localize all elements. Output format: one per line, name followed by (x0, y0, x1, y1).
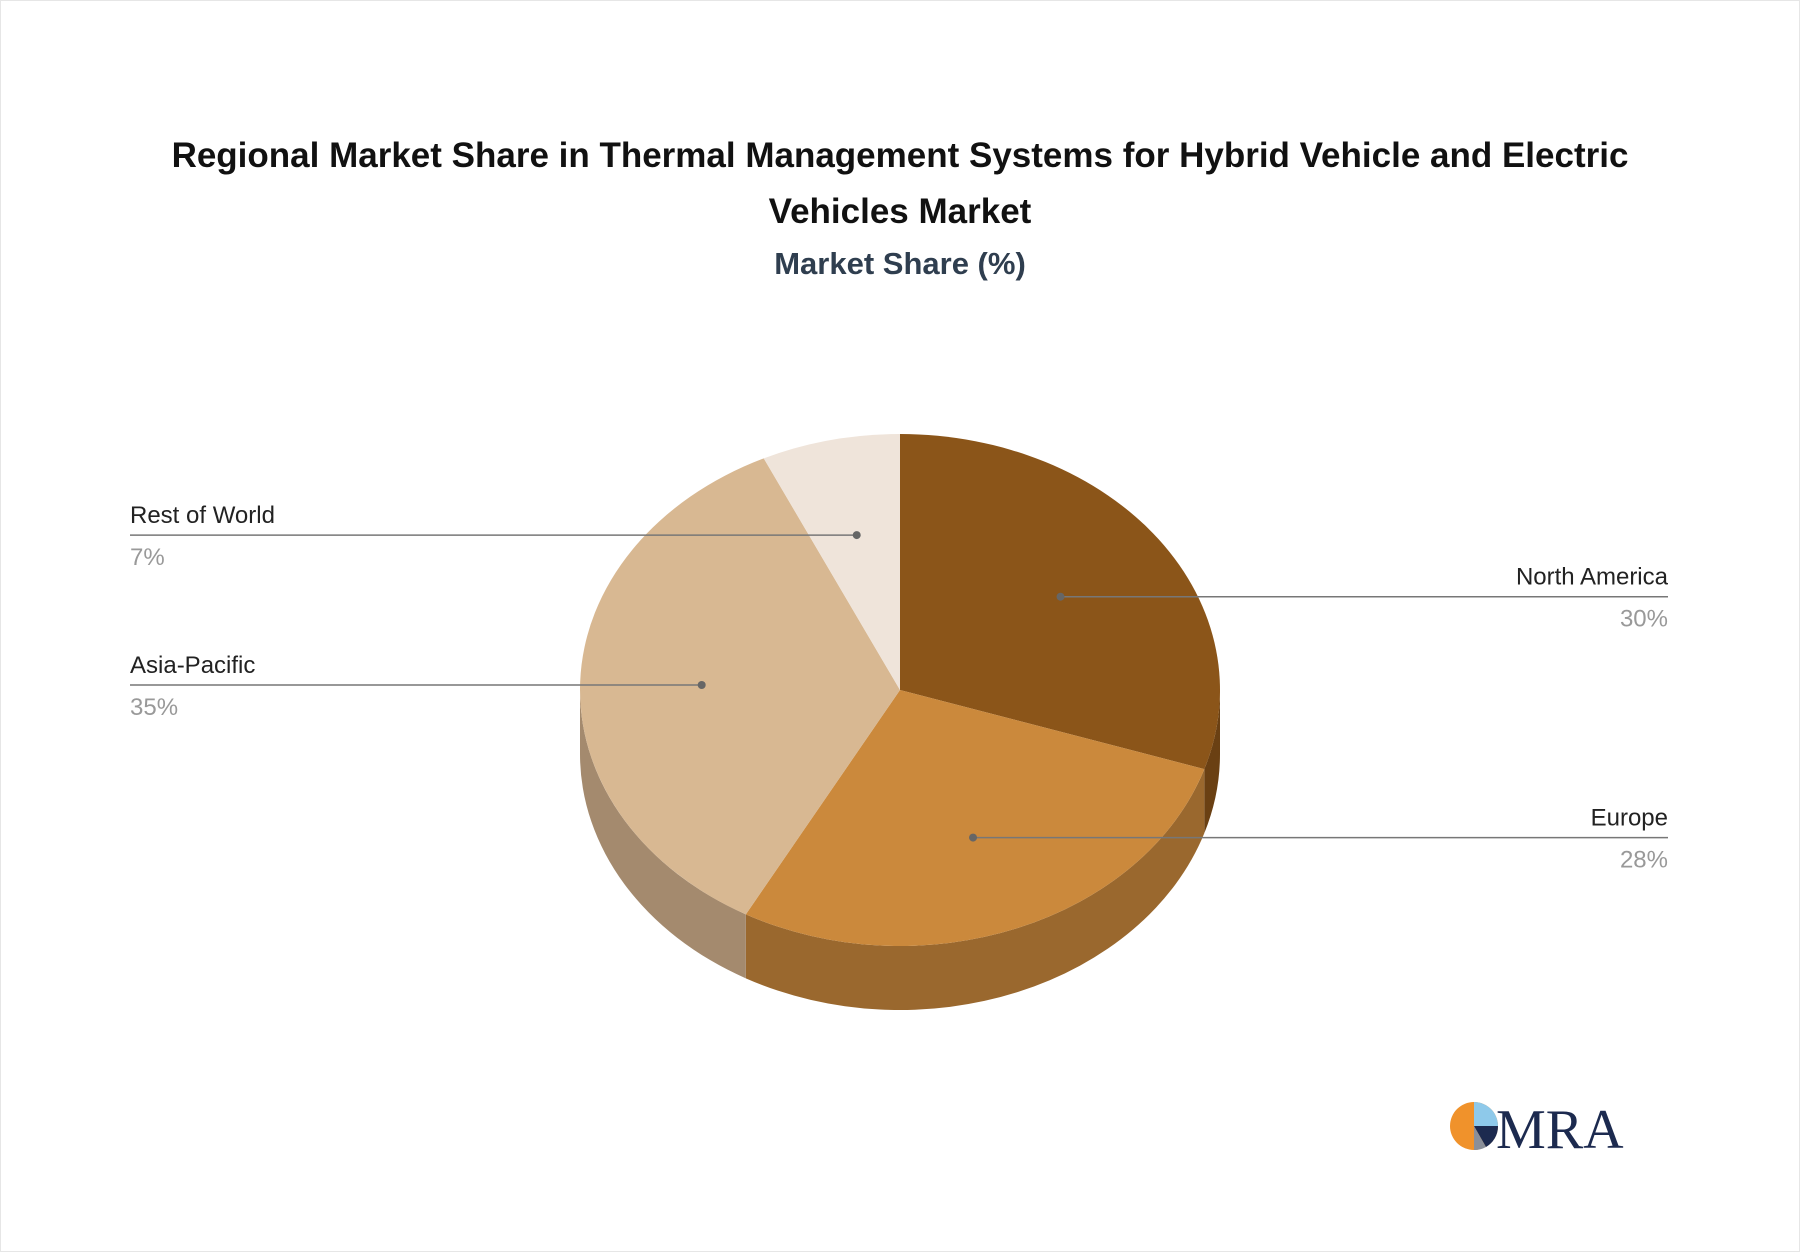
mra-logo-text: MRA (1496, 1099, 1624, 1156)
pie-slice-asia-pacific[interactable] (580, 458, 900, 915)
leader-dot-north-america (1056, 592, 1065, 601)
leader-dot-rest-of-world (852, 531, 861, 540)
pie-slice-north-america[interactable] (900, 434, 1220, 770)
slice-value-asia-pacific: 35% (130, 694, 178, 721)
mra-logo: MRA (1450, 1099, 1624, 1156)
slice-label-north-america: North America (1516, 564, 1669, 591)
slice-value-north-america: 30% (1620, 606, 1668, 633)
pie-slice-europe[interactable] (745, 690, 1205, 946)
pie-slice-rest-of-world[interactable] (763, 434, 900, 690)
leader-dot-europe (969, 833, 978, 842)
chart-title: Regional Market Share in Thermal Managem… (171, 136, 1629, 231)
slice-label-europe: Europe (1591, 805, 1668, 832)
leader-dot-asia-pacific (697, 681, 706, 690)
pie-side-europe (745, 769, 1205, 1011)
chart-subtitle: Market Share (%) (774, 246, 1026, 281)
slice-value-rest-of-world: 7% (130, 544, 165, 571)
pie-side-north-america (1204, 690, 1220, 834)
slice-label-asia-pacific: Asia-Pacific (130, 652, 255, 679)
pie-side-asia-pacific (580, 690, 746, 979)
slice-label-rest-of-world: Rest of World (130, 502, 275, 529)
mra-pie-icon (1450, 1102, 1499, 1151)
slice-value-europe: 28% (1620, 847, 1668, 874)
